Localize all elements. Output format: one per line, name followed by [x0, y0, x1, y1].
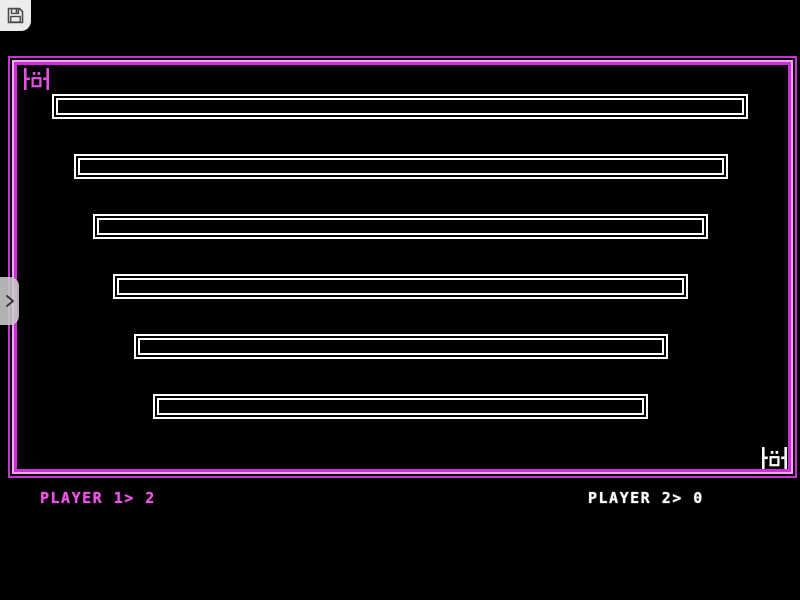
chevron-right-icon — [5, 294, 15, 308]
game-bar-inner — [157, 398, 644, 415]
game-bar — [153, 394, 648, 419]
player1-score: PLAYER 1> 2 — [40, 489, 156, 507]
save-state-button[interactable] — [0, 0, 31, 31]
game-bar-inner — [138, 338, 664, 355]
game-bar — [134, 334, 668, 359]
game-bar-inner — [56, 98, 744, 115]
game-bar — [93, 214, 708, 239]
playfield-frame-inner — [12, 60, 793, 474]
game-bar — [52, 94, 748, 119]
game-bar — [74, 154, 728, 179]
playfield-frame — [8, 56, 797, 478]
paddle-bottom-right — [762, 447, 787, 469]
game-bar-inner — [78, 158, 724, 175]
floppy-save-icon — [7, 7, 24, 24]
paddle-top-left — [24, 68, 49, 90]
player2-score: PLAYER 2> 0 — [588, 489, 704, 507]
game-bar-inner — [117, 278, 684, 295]
game-bar-inner — [97, 218, 704, 235]
game-bar — [113, 274, 688, 299]
side-panel-tab[interactable] — [0, 277, 19, 325]
